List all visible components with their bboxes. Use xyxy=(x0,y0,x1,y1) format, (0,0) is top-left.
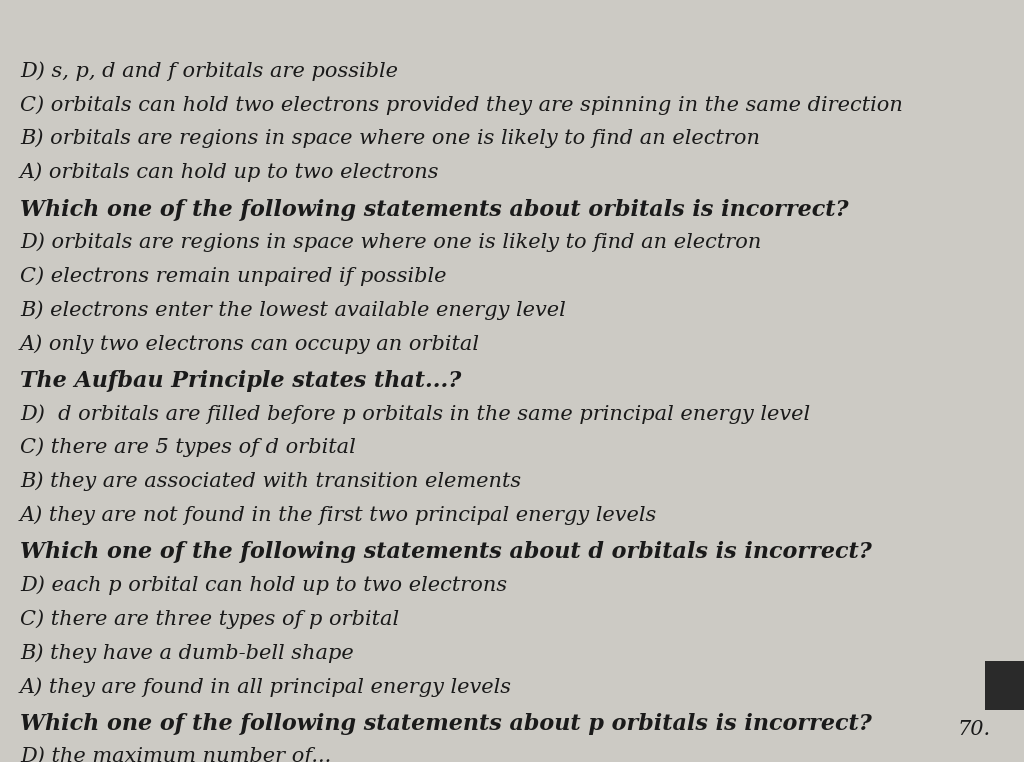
Text: Which one of the following statements about p orbitals is incorrect?: Which one of the following statements ab… xyxy=(20,713,871,735)
Text: B) they have a dumb-bell shape: B) they have a dumb-bell shape xyxy=(20,643,353,663)
Text: D) the maximum number of...: D) the maximum number of... xyxy=(20,747,331,762)
Text: D) s, p, d and f orbitals are possible: D) s, p, d and f orbitals are possible xyxy=(20,61,398,81)
Text: Which one of the following statements about d orbitals is incorrect?: Which one of the following statements ab… xyxy=(20,541,871,563)
Text: C) orbitals can hold two electrons provided they are spinning in the same direct: C) orbitals can hold two electrons provi… xyxy=(20,95,903,114)
Text: A) they are found in all principal energy levels: A) they are found in all principal energ… xyxy=(20,677,512,696)
Text: The Aufbau Principle states that...?: The Aufbau Principle states that...? xyxy=(20,370,461,392)
Text: C) there are three types of p orbital: C) there are three types of p orbital xyxy=(20,610,399,629)
FancyBboxPatch shape xyxy=(985,661,1024,710)
Text: C) there are 5 types of d orbital: C) there are 5 types of d orbital xyxy=(20,437,355,457)
Text: Which one of the following statements about orbitals is incorrect?: Which one of the following statements ab… xyxy=(20,199,849,220)
Text: A) orbitals can hold up to two electrons: A) orbitals can hold up to two electrons xyxy=(20,163,439,182)
Text: D) each p orbital can hold up to two electrons: D) each p orbital can hold up to two ele… xyxy=(20,575,507,595)
Text: B) electrons enter the lowest available energy level: B) electrons enter the lowest available … xyxy=(20,300,565,320)
Text: B) they are associated with transition elements: B) they are associated with transition e… xyxy=(20,472,521,491)
Text: A) only two electrons can occupy an orbital: A) only two electrons can occupy an orbi… xyxy=(20,334,480,354)
Text: A) they are not found in the first two principal energy levels: A) they are not found in the first two p… xyxy=(20,506,657,525)
Text: 70.: 70. xyxy=(957,720,990,739)
Text: D) orbitals are regions in space where one is likely to find an electron: D) orbitals are regions in space where o… xyxy=(20,232,762,252)
Text: C) electrons remain unpaired if possible: C) electrons remain unpaired if possible xyxy=(20,267,446,286)
Text: D)  d orbitals are filled before p orbitals in the same principal energy level: D) d orbitals are filled before p orbita… xyxy=(20,404,810,424)
Text: B) orbitals are regions in space where one is likely to find an electron: B) orbitals are regions in space where o… xyxy=(20,129,760,149)
